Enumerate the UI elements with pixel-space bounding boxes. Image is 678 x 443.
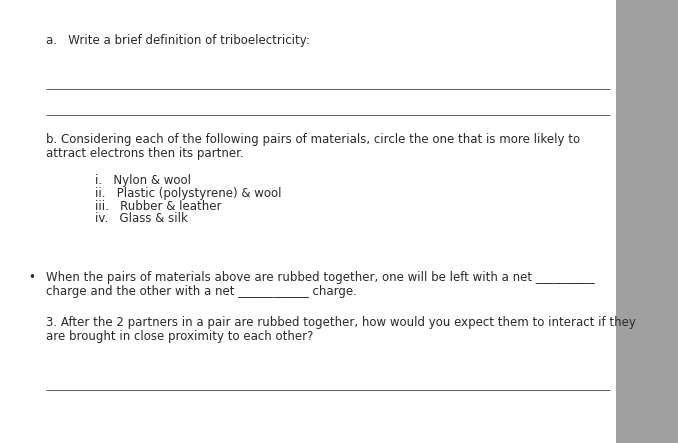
Text: ii.   Plastic (polystyrene) & wool: ii. Plastic (polystyrene) & wool	[95, 187, 281, 200]
FancyBboxPatch shape	[0, 0, 616, 443]
FancyBboxPatch shape	[616, 0, 678, 443]
Text: charge and the other with a net ____________ charge.: charge and the other with a net ________…	[46, 285, 357, 298]
Text: b. Considering each of the following pairs of materials, circle the one that is : b. Considering each of the following pai…	[46, 133, 580, 146]
Text: •: •	[28, 271, 35, 284]
Text: attract electrons then its partner.: attract electrons then its partner.	[46, 148, 244, 160]
Text: 3. After the 2 partners in a pair are rubbed together, how would you expect them: 3. After the 2 partners in a pair are ru…	[46, 316, 636, 329]
Text: iii.   Rubber & leather: iii. Rubber & leather	[95, 200, 222, 213]
Text: a.   Write a brief definition of triboelectricity:: a. Write a brief definition of triboelec…	[46, 34, 310, 47]
Text: i.   Nylon & wool: i. Nylon & wool	[95, 174, 191, 187]
Text: are brought in close proximity to each other?: are brought in close proximity to each o…	[46, 330, 313, 343]
Text: When the pairs of materials above are rubbed together, one will be left with a n: When the pairs of materials above are ru…	[46, 271, 595, 284]
Text: iv.   Glass & silk: iv. Glass & silk	[95, 213, 188, 225]
